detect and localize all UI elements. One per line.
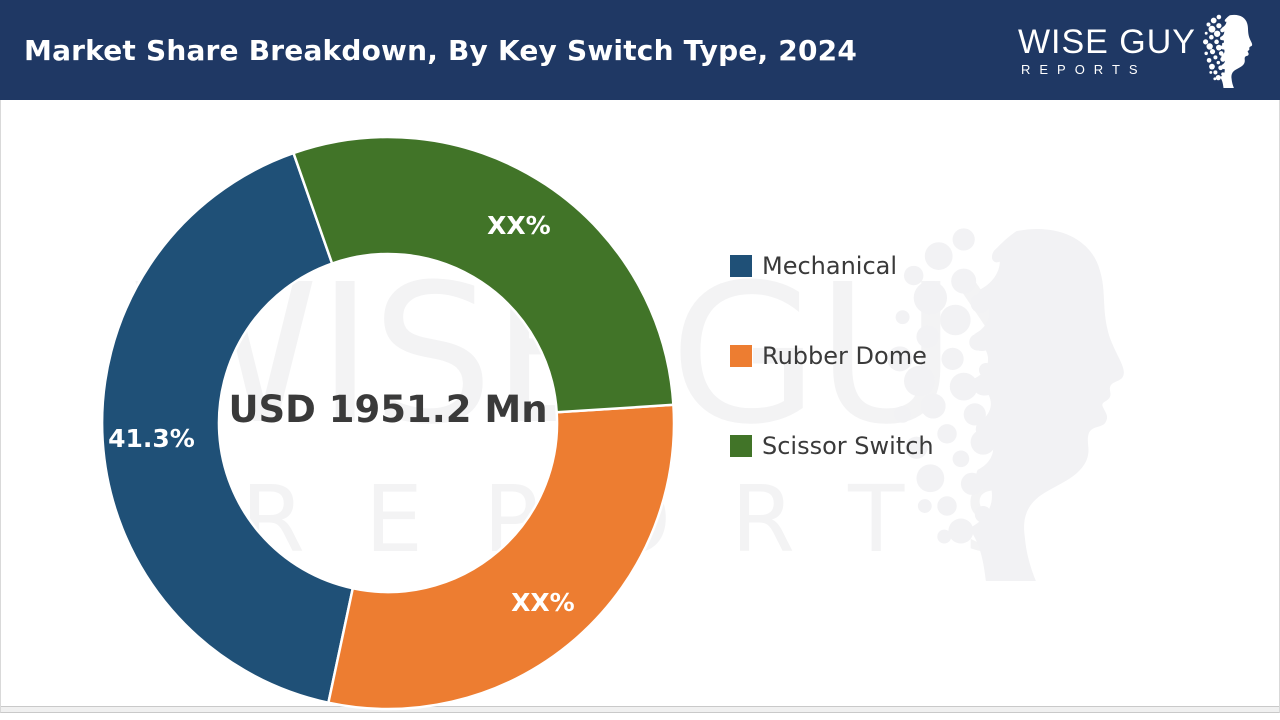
bottom-divider <box>1 706 1279 712</box>
donut-segment-mechanical <box>100 151 355 704</box>
legend-label: Rubber Dome <box>762 342 927 370</box>
segment-value-label: 41.3% <box>108 424 195 453</box>
legend-swatch-rubber-dome <box>730 345 752 367</box>
segment-value-label: XX% <box>487 211 551 240</box>
segment-value-label: XX% <box>511 588 575 617</box>
header-bar: Market Share Breakdown, By Key Switch Ty… <box>0 0 1280 100</box>
chart-center-value: USD 1951.2 Mn <box>228 387 548 431</box>
logo-subtitle: REPORTS <box>1020 61 1147 77</box>
wiseguy-logo-text: WISE GUY REPORTS <box>1018 25 1196 76</box>
wiseguy-face-icon <box>1202 13 1260 88</box>
donut-chart: 41.3% XX% XX% <box>100 135 676 711</box>
legend-item-scissor-switch: Scissor Switch <box>730 432 934 460</box>
page-title: Market Share Breakdown, By Key Switch Ty… <box>24 33 858 67</box>
legend-swatch-mechanical <box>730 255 752 277</box>
chart-area: WISE GUY REPORTS 41.3% XX% XX% USD 1951.2 … <box>0 100 1280 713</box>
legend-item-mechanical: Mechanical <box>730 252 934 280</box>
wiseguy-logo: WISE GUY REPORTS <box>1018 13 1260 88</box>
legend-label: Mechanical <box>762 252 898 280</box>
legend-swatch-scissor-switch <box>730 435 752 457</box>
logo-wordmark: WISE GUY <box>1017 22 1196 61</box>
legend-item-rubber-dome: Rubber Dome <box>730 342 934 370</box>
donut-segment-scissor-switch <box>292 135 675 414</box>
chart-legend: Mechanical Rubber Dome Scissor Switch <box>730 252 934 522</box>
legend-label: Scissor Switch <box>762 432 934 460</box>
donut-segment-rubber-dome <box>327 403 676 711</box>
